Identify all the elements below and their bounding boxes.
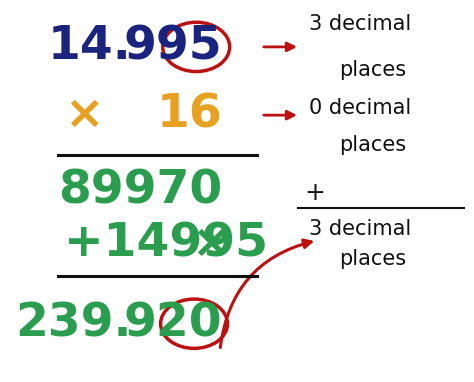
Text: places: places [339, 136, 406, 155]
Text: 3 decimal: 3 decimal [309, 219, 411, 239]
Text: +: + [304, 181, 325, 205]
Text: places: places [339, 60, 406, 80]
Text: +14995: +14995 [64, 222, 268, 267]
Text: 3 decimal: 3 decimal [309, 14, 411, 34]
Text: 995: 995 [124, 24, 222, 70]
Text: ×: × [191, 222, 231, 267]
Text: ×: × [64, 93, 104, 138]
Text: 239.: 239. [15, 301, 131, 346]
FancyArrowPatch shape [220, 240, 311, 348]
Text: 14.: 14. [48, 24, 131, 70]
Text: 920: 920 [124, 301, 222, 346]
Text: 0 decimal: 0 decimal [309, 97, 411, 118]
Text: 16: 16 [156, 93, 222, 138]
Text: places: places [339, 249, 406, 269]
Text: 89970: 89970 [58, 168, 222, 214]
